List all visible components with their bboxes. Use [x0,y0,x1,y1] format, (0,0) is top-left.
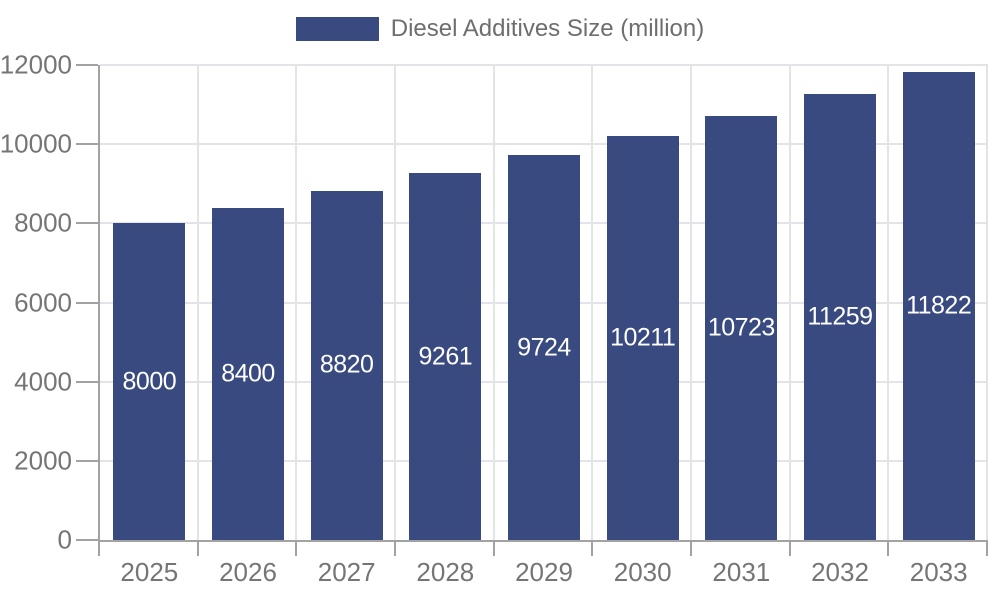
bar-value-label: 11822 [906,291,972,320]
x-axis-tick-label: 2028 [416,557,475,587]
y-axis-tick-label: 0 [57,524,72,555]
x-axis-tick-label: 2032 [811,557,869,587]
x-gridline [986,65,988,540]
x-axis-tick-label: 2027 [317,557,376,587]
bar-value-label: 8000 [122,367,177,396]
y-axis-tick [76,380,98,383]
legend-label: Diesel Additives Size (million) [390,15,705,42]
x-gridline [591,65,594,540]
y-axis-tick [76,459,98,462]
x-axis-tick-label: 2029 [515,557,573,587]
plot-area: 0 2000 4000 6000 8000 10000 12000 8000 2025 8400 2… [0,50,988,587]
bar-value-label: 11259 [807,302,873,331]
bar-value-label: 8820 [319,350,374,379]
x-gridline [196,65,199,540]
y-axis-tick [76,539,98,541]
y-axis-tick [76,222,98,225]
bar-value-label: 10211 [610,323,676,352]
bar[interactable]: 8400 [212,207,284,540]
bar[interactable]: 9261 [409,173,482,540]
x-axis-tick-label: 2031 [712,557,771,587]
y-axis-tick-label: 6000 [14,287,72,317]
x-axis-tick-label: 2033 [909,557,968,587]
y-axis-tick-label: 8000 [14,207,72,238]
bar[interactable]: 8820 [310,190,383,540]
y-gridline [100,143,988,146]
x-axis-tick-label: 2026 [219,557,277,587]
y-axis-tick-label: 2000 [14,445,72,476]
x-gridline [788,65,791,540]
bar[interactable]: 9724 [508,155,580,540]
bar[interactable]: 10723 [705,115,778,540]
x-axis-tick [492,540,495,556]
bar[interactable]: 11822 [902,72,975,540]
bar[interactable]: 10211 [606,135,679,540]
legend-swatch-icon [295,17,379,41]
x-gridline [887,65,890,540]
x-axis-line [98,540,988,542]
y-axis-tick-label: 10000 [0,128,72,159]
x-axis-tick-label: 2025 [120,557,179,587]
x-gridline [394,65,396,540]
y-axis-tick [76,64,98,66]
x-axis-tick [295,540,298,556]
x-gridline [295,65,298,540]
bar-value-label: 8400 [221,359,275,388]
x-axis-tick [591,540,594,556]
x-axis-tick [887,540,890,556]
y-axis-tick-label: 4000 [14,366,72,397]
x-axis-tick-label: 2030 [613,557,672,587]
x-axis-tick [98,540,100,556]
x-gridline [690,65,692,540]
x-axis-tick [788,540,791,556]
x-axis-tick [394,540,396,556]
y-axis-line [98,65,100,556]
bar-value-label: 9724 [517,333,571,362]
x-axis-tick [196,540,199,556]
bar[interactable]: 11259 [804,94,876,540]
y-gridline [100,64,988,66]
y-axis-tick [76,301,98,304]
bar-value-label: 10723 [707,313,776,342]
x-axis-tick [986,540,988,556]
x-axis-tick [690,540,692,556]
x-gridline [492,65,495,540]
bar[interactable]: 8000 [113,223,186,540]
y-axis-tick [76,143,98,146]
legend[interactable]: Diesel Additives Size (million) [0,14,1000,44]
bar-value-label: 9261 [418,342,473,371]
y-axis-tick-label: 12000 [0,49,72,80]
